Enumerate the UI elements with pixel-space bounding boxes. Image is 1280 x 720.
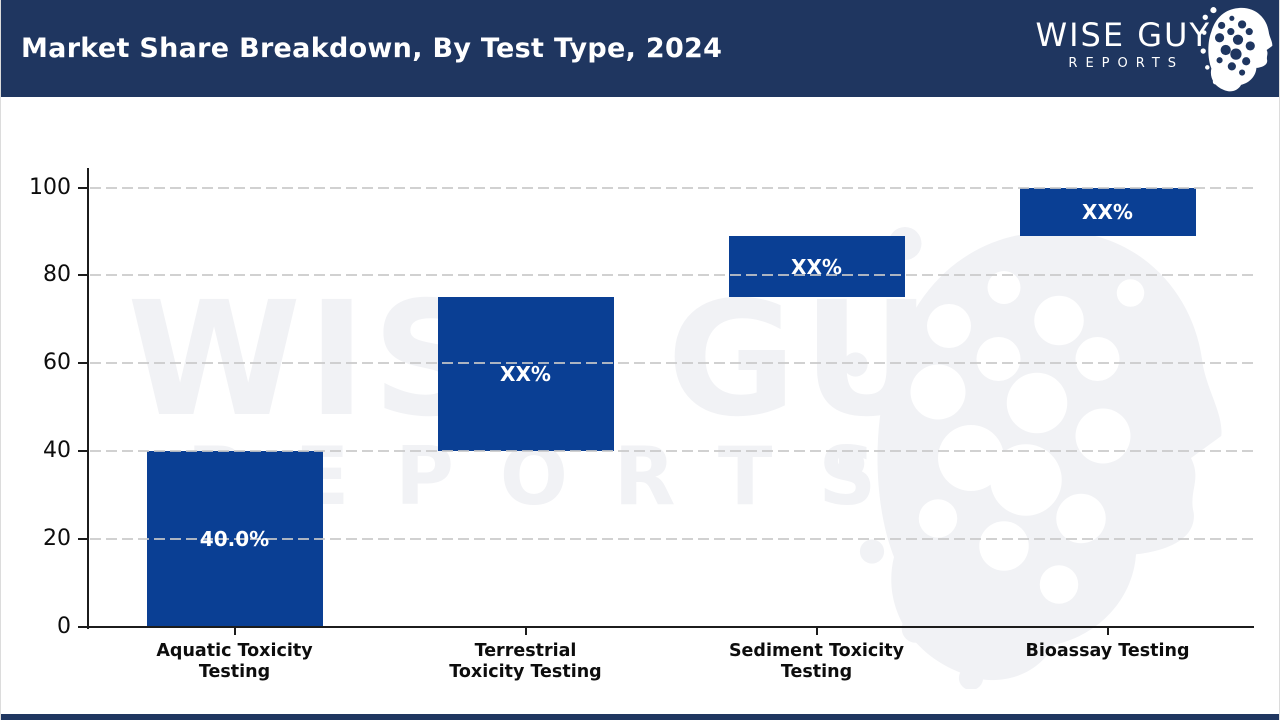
bar-bioassay-testing — [1019, 187, 1196, 236]
x-axis-tick-aquatic-toxicity-testing — [233, 628, 236, 635]
y-axis-tick-label-20: 20 — [43, 525, 71, 551]
y-axis-tick-label-60: 60 — [43, 350, 71, 376]
brand-logo: WISE GUY REPORTS — [1035, 16, 1211, 71]
bar-value-label-sediment-toxicity-testing: XX% — [791, 254, 842, 279]
y-axis-tick-label-0: 0 — [57, 613, 71, 639]
x-axis-category-label-sediment-toxicity-testing: Sediment Toxicity Testing — [728, 641, 905, 682]
bar-value-label-bioassay-testing: XX% — [1082, 199, 1133, 224]
gridline-y-60 — [90, 362, 1253, 365]
y-axis-tick-label-40: 40 — [43, 437, 71, 463]
header: Market Share Breakdown, By Test Type, 20… — [1, 0, 1279, 97]
y-axis-tick-label-80: 80 — [43, 262, 71, 288]
dotted-head-profile-icon — [1200, 7, 1273, 92]
y-axis-tick-80 — [78, 274, 87, 277]
dotted-head-profile-watermark-icon — [839, 227, 1222, 689]
y-axis-tick-0 — [78, 625, 87, 628]
x-axis-tick-bioassay-testing — [1106, 628, 1109, 635]
x-axis-tick-sediment-toxicity-testing — [815, 628, 818, 635]
footer-accent-bar — [1, 714, 1279, 720]
gridline-y-40 — [90, 449, 1253, 452]
gridline-y-20 — [90, 537, 1253, 540]
y-axis-tick-100 — [78, 186, 87, 189]
x-axis-tick-terrestrial-toxicity-testing — [524, 628, 527, 635]
brand-subname: REPORTS — [1068, 56, 1185, 71]
x-axis-line — [86, 625, 1254, 628]
y-axis-tick-60 — [78, 362, 87, 365]
bar-value-label-terrestrial-toxicity-testing: XX% — [500, 362, 551, 387]
bar-terrestrial-toxicity-testing — [437, 297, 614, 451]
gridline-y-100 — [90, 186, 1253, 189]
y-axis-tick-20 — [78, 537, 87, 540]
bar-value-label-aquatic-toxicity-testing: 40.0% — [199, 526, 270, 551]
page-title: Market Share Breakdown, By Test Type, 20… — [21, 33, 723, 64]
x-axis-category-label-terrestrial-toxicity-testing: Terrestrial Toxicity Testing — [449, 641, 602, 682]
brand-name: WISE GUY — [1035, 16, 1211, 54]
x-axis-category-label-bioassay-testing: Bioassay Testing — [1025, 641, 1190, 661]
y-axis-line — [86, 168, 89, 629]
gridline-y-80 — [90, 274, 1253, 277]
y-axis-tick-40 — [78, 449, 87, 452]
bar-sediment-toxicity-testing — [728, 235, 905, 298]
y-axis-tick-label-100: 100 — [29, 174, 71, 200]
x-axis-category-label-aquatic-toxicity-testing: Aquatic Toxicity Testing — [156, 641, 313, 682]
